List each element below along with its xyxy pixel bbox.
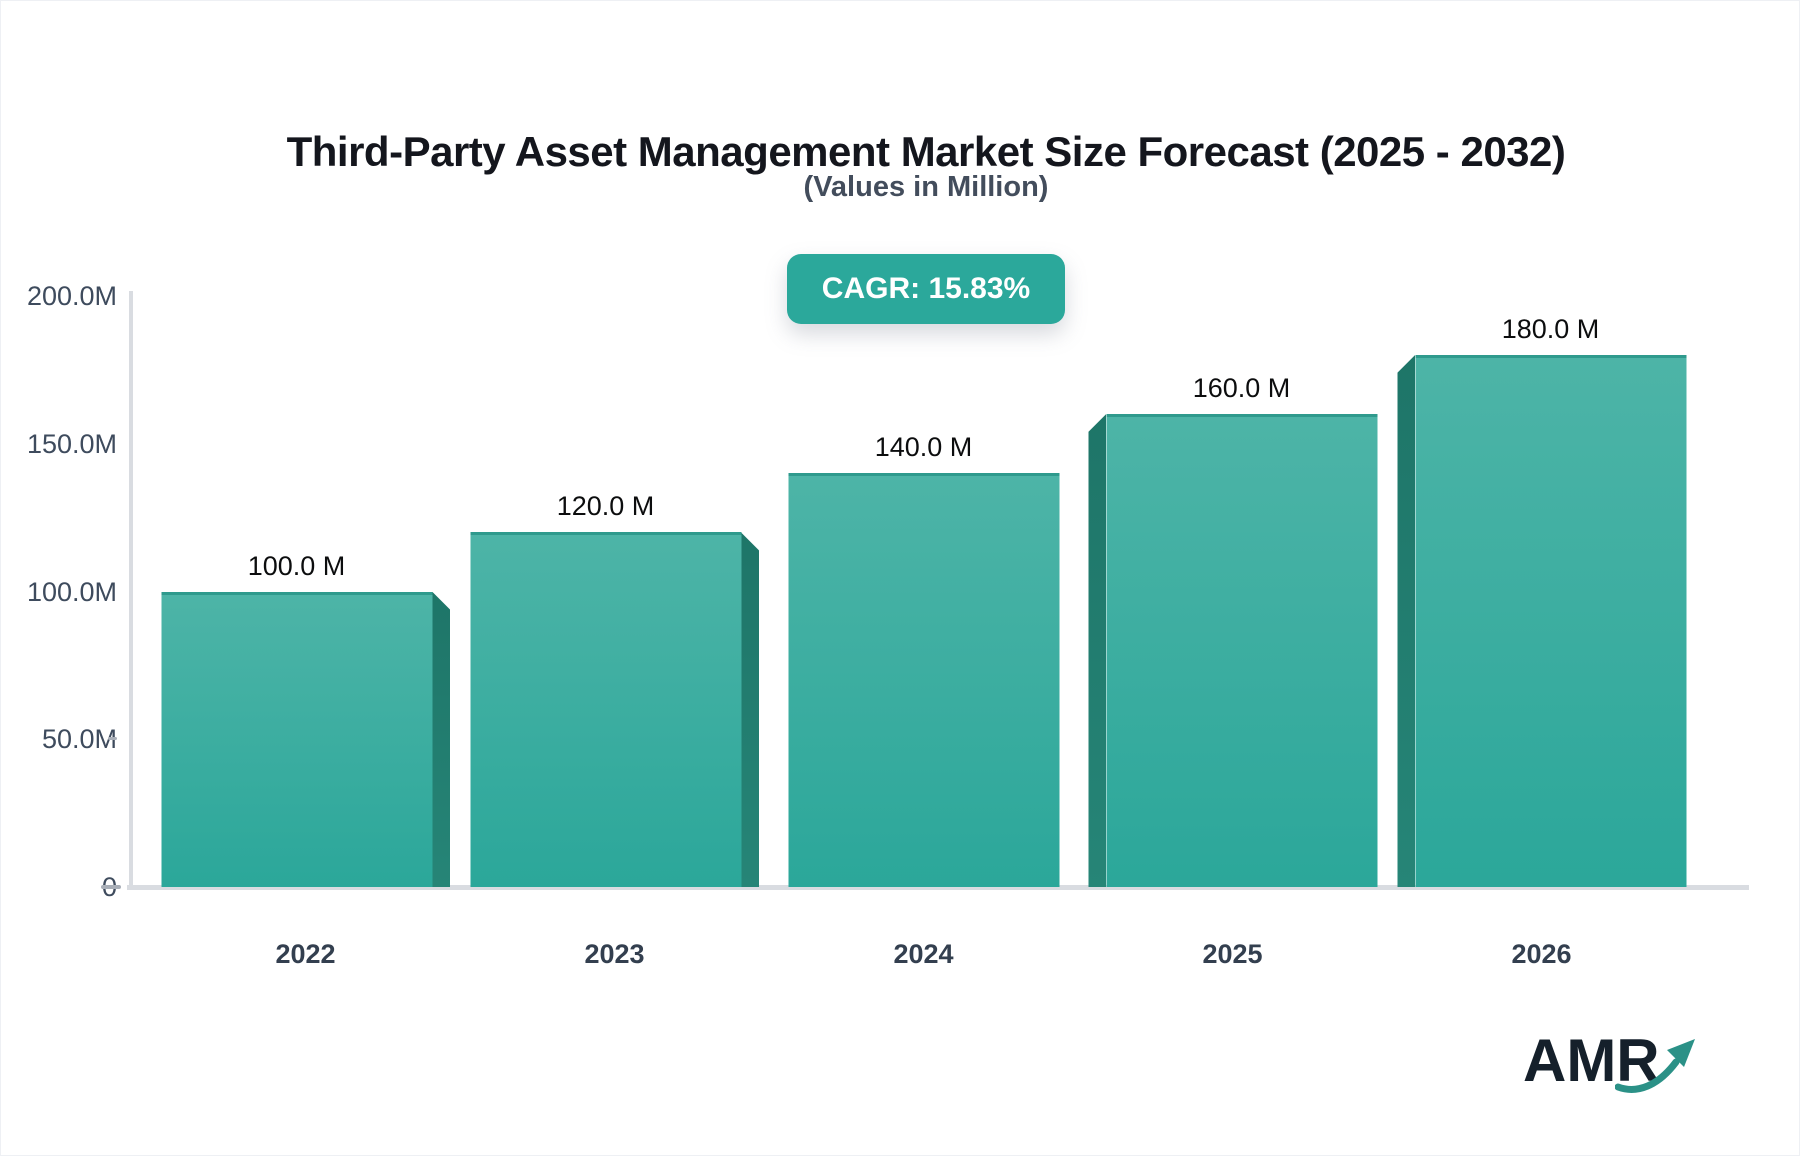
bar-2023: 120.0 M (470, 491, 759, 887)
chart-subtitle: (Values in Million) (803, 171, 1049, 203)
bar-3d-edge-2026 (1397, 355, 1415, 887)
plot-area: 100.0 M 120.0 M 140.0 M 160.0 M 180.0 M (151, 296, 1696, 887)
bar-slot-2023: 120.0 M (460, 296, 769, 887)
bar-slot-2025: 160.0 M (1078, 296, 1387, 887)
y-tick-mark (108, 737, 117, 741)
bar-face-2023 (470, 532, 741, 887)
y-tick-150.0M: 150.0M (26, 428, 117, 459)
bar-2024: 140.0 M (788, 432, 1059, 887)
bar-slot-2026: 180.0 M (1387, 296, 1696, 887)
bar-2025: 160.0 M (1088, 373, 1377, 887)
bar-2026: 180.0 M (1397, 314, 1686, 887)
bar-value-label-2025: 160.0 M (1192, 373, 1291, 404)
bar-value-label-2023: 120.0 M (556, 491, 655, 522)
amr-logo: AMR (1523, 1031, 1723, 1117)
x-tick-2025: 2025 (1202, 939, 1263, 969)
y-tick-100.0M: 100.0M (26, 576, 117, 607)
cagr-badge: CAGR: 15.83% (786, 254, 1066, 324)
bar-face-2025 (1106, 414, 1377, 887)
logo-text: AMR (1523, 1027, 1660, 1094)
bar-slot-2024: 140.0 M (769, 296, 1078, 887)
bar-value-label-2024: 140.0 M (874, 432, 973, 463)
bar-value-label-2022: 100.0 M (247, 550, 346, 581)
chart-title: Third-Party Asset Management Market Size… (286, 128, 1566, 176)
x-tick-2023: 2023 (584, 939, 645, 969)
bar-slot-2022: 100.0 M (151, 296, 460, 887)
bar-3d-edge-2025 (1088, 414, 1106, 887)
bar-2022: 100.0 M (161, 551, 450, 887)
cagr-badge-row: CAGR: 15.83% (51, 254, 1799, 324)
bar-value-label-2026: 180.0 M (1501, 314, 1600, 345)
growth-arrow-icon (1615, 1039, 1695, 1093)
bar-3d-edge-2023 (741, 532, 759, 887)
bar-3d-edge-2022 (432, 591, 450, 887)
x-axis-labels: 2022 2023 2024 2025 2026 (151, 939, 1696, 970)
bar-face-2022 (161, 591, 432, 887)
y-tick-200.0M: 200.0M (26, 281, 117, 311)
x-axis-line (127, 885, 1749, 890)
y-tick-50.0M: 50.0M (41, 724, 117, 755)
x-tick-2026: 2026 (1511, 939, 1572, 969)
y-axis-line (129, 291, 133, 889)
x-tick-2022: 2022 (275, 939, 336, 969)
bar-face-2024 (788, 473, 1059, 887)
y-tick-mark (101, 885, 121, 889)
bar-face-2026 (1415, 355, 1686, 887)
x-tick-2024: 2024 (893, 939, 954, 969)
